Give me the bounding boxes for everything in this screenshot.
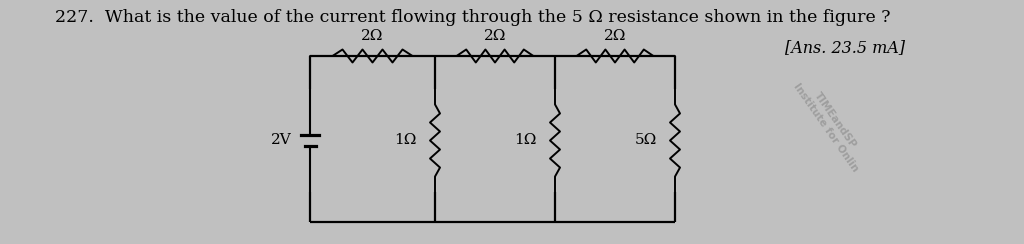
Text: 2Ω: 2Ω	[604, 29, 627, 43]
Text: 2Ω: 2Ω	[483, 29, 506, 43]
Text: 1Ω: 1Ω	[515, 133, 537, 148]
Text: 2Ω: 2Ω	[361, 29, 384, 43]
Text: [Ans. 23.5 mA]: [Ans. 23.5 mA]	[785, 39, 905, 56]
Text: 2V: 2V	[271, 133, 292, 148]
Text: TIMEandSP
Institute for Onlin: TIMEandSP Institute for Onlin	[791, 75, 869, 173]
Text: 1Ω: 1Ω	[394, 133, 417, 148]
Text: 227.  What is the value of the current flowing through the 5 Ω resistance shown : 227. What is the value of the current fl…	[55, 9, 891, 26]
Text: 5Ω: 5Ω	[635, 133, 657, 148]
